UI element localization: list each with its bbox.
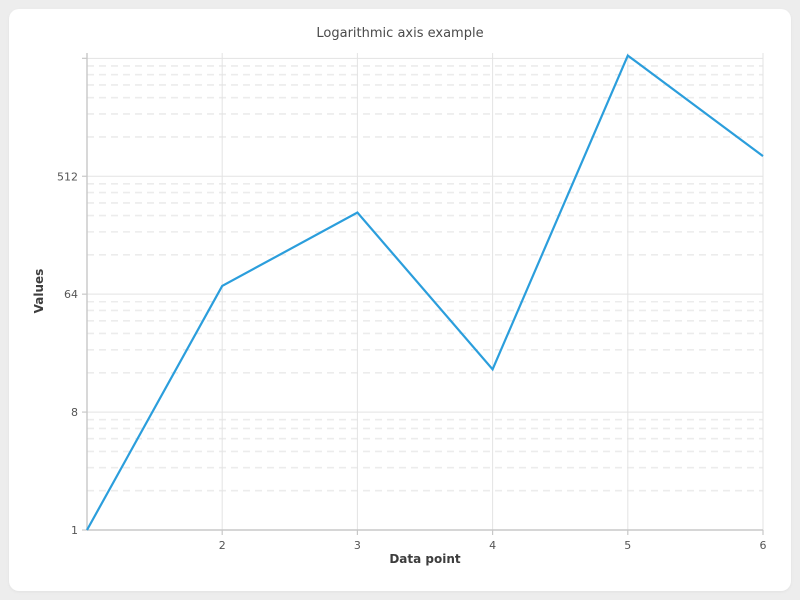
- x-tick-label: 3: [354, 539, 361, 552]
- data-line: [86, 53, 764, 531]
- chart-title: Logarithmic axis example: [316, 26, 484, 41]
- chart-card: Logarithmic axis example Values Data poi…: [9, 9, 791, 591]
- line-chart-plot-area: 2 3 4 5 6 1 8 64 512: [57, 53, 767, 552]
- y-tick-label: 1: [71, 524, 78, 537]
- y-tick-label: 8: [71, 406, 78, 419]
- y-tick-label: 512: [57, 170, 78, 183]
- x-tick-label: 2: [219, 539, 226, 552]
- y-tick-label: 64: [64, 288, 78, 301]
- x-tick-label: 6: [760, 539, 767, 552]
- x-axis-label: Data point: [389, 552, 461, 566]
- x-tick-label: 4: [489, 539, 496, 552]
- x-tick-label: 5: [624, 539, 631, 552]
